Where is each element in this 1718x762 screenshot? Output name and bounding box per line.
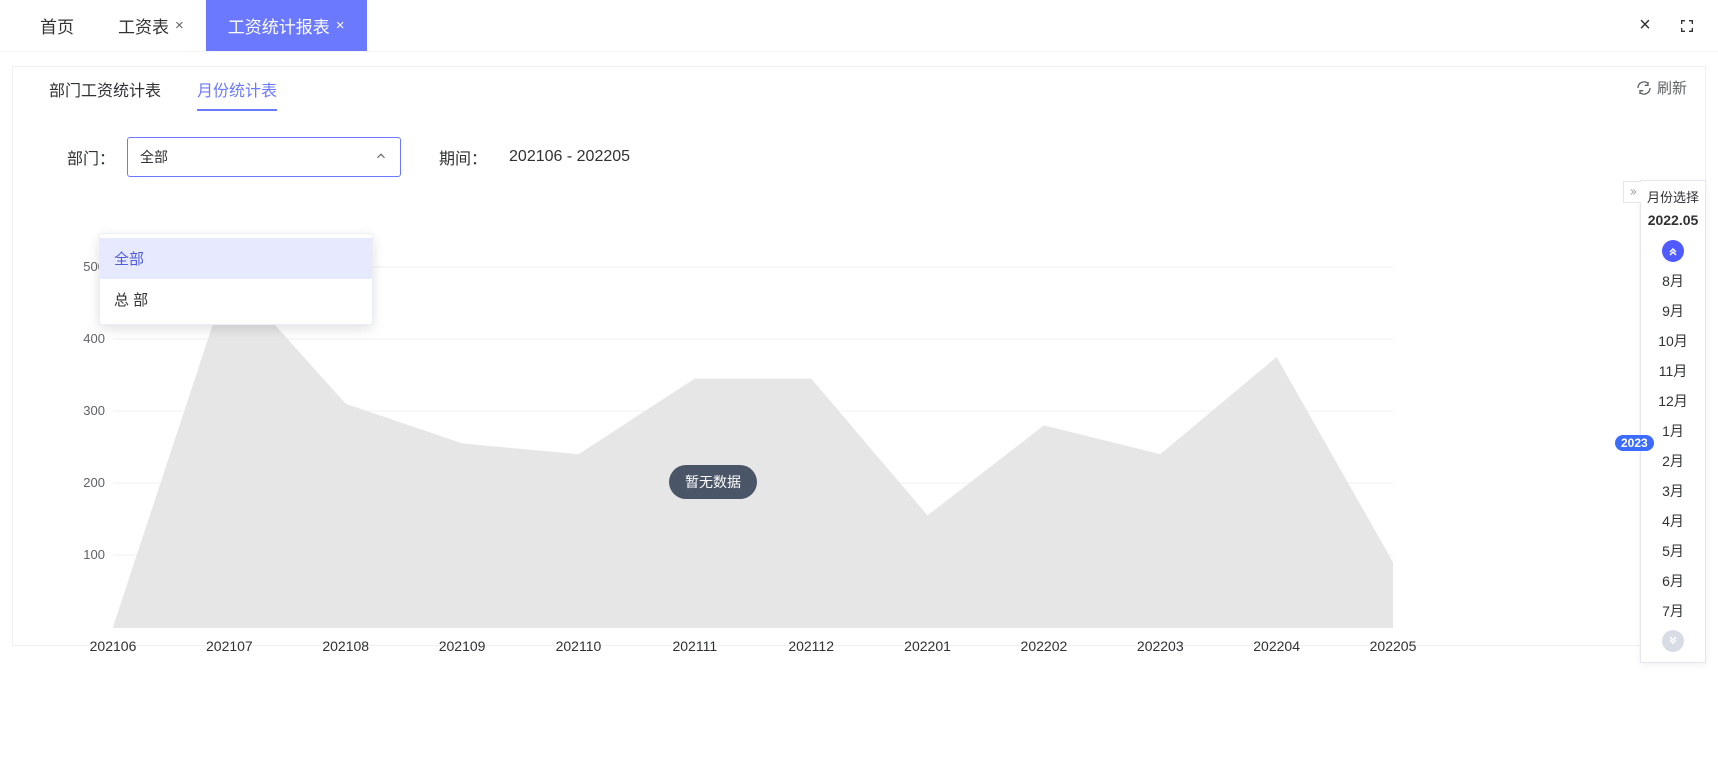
month-option[interactable]: 4月 bbox=[1641, 506, 1705, 536]
month-scroll-up-button[interactable] bbox=[1662, 240, 1684, 262]
svg-text:202106: 202106 bbox=[90, 638, 137, 654]
option-label: 总 部 bbox=[114, 292, 148, 309]
chevron-up-icon bbox=[374, 149, 388, 166]
month-option[interactable]: 5月 bbox=[1641, 536, 1705, 566]
refresh-label: 刷新 bbox=[1657, 77, 1687, 98]
tab-wage-stats-report[interactable]: 工资统计报表 × bbox=[206, 0, 367, 51]
subtab-dept-wage-stats[interactable]: 部门工资统计表 bbox=[31, 67, 179, 111]
dept-filter-label: 部门： bbox=[67, 145, 115, 169]
fullscreen-button[interactable] bbox=[1670, 9, 1704, 43]
period-filter-label: 期间： bbox=[439, 145, 487, 169]
month-option[interactable]: 11月 bbox=[1641, 356, 1705, 386]
subtab-month-stats[interactable]: 月份统计表 bbox=[179, 67, 295, 111]
month-option[interactable]: 6月 bbox=[1641, 566, 1705, 596]
month-picker-panel: 月份选择 2022.05 8月9月10月11月12月1月2月3月4月5月6月7月… bbox=[1640, 180, 1706, 663]
sub-tabbar: 部门工资统计表 月份统计表 刷新 bbox=[13, 67, 1705, 111]
tab-home[interactable]: 首页 bbox=[18, 0, 96, 51]
year-marker-badge: 2023 bbox=[1615, 435, 1654, 451]
month-panel-current: 2022.05 bbox=[1648, 212, 1699, 228]
svg-text:202109: 202109 bbox=[439, 638, 486, 654]
tab-wage-sheet[interactable]: 工资表 × bbox=[96, 0, 206, 51]
panel-collapse-handle[interactable] bbox=[1623, 181, 1641, 203]
tab-label: 工资统计报表 bbox=[228, 13, 330, 38]
dept-option-hq[interactable]: 总 部 bbox=[100, 279, 372, 320]
svg-text:200: 200 bbox=[83, 475, 105, 490]
svg-text:202112: 202112 bbox=[788, 638, 834, 654]
svg-text:202108: 202108 bbox=[322, 638, 369, 654]
close-icon[interactable]: × bbox=[336, 17, 345, 34]
month-option[interactable]: 3月 bbox=[1641, 476, 1705, 506]
top-tabbar: 首页 工资表 × 工资统计报表 × × bbox=[0, 0, 1718, 52]
subtab-label: 部门工资统计表 bbox=[49, 83, 161, 100]
month-option[interactable]: 7月 bbox=[1641, 596, 1705, 626]
refresh-button[interactable]: 刷新 bbox=[1636, 77, 1687, 98]
option-label: 全部 bbox=[114, 251, 144, 268]
tab-label: 首页 bbox=[40, 13, 74, 38]
no-data-badge: 暂无数据 bbox=[669, 465, 757, 499]
svg-text:202201: 202201 bbox=[904, 638, 951, 654]
svg-text:202202: 202202 bbox=[1021, 638, 1068, 654]
month-option[interactable]: 2月 bbox=[1641, 446, 1705, 476]
filter-row: 部门： 全部 期间： 202106 - 202205 bbox=[13, 111, 1705, 187]
period-filter-value: 202106 - 202205 bbox=[509, 148, 630, 166]
close-icon[interactable]: × bbox=[175, 17, 184, 34]
svg-text:202107: 202107 bbox=[206, 638, 253, 654]
report-sheet: 部门工资统计表 月份统计表 刷新 部门： 全部 期间： bbox=[12, 66, 1706, 646]
month-scroll-down-button[interactable] bbox=[1662, 630, 1684, 652]
svg-text:300: 300 bbox=[83, 403, 105, 418]
month-panel-title: 月份选择 bbox=[1647, 187, 1699, 206]
refresh-icon bbox=[1636, 80, 1652, 96]
svg-text:202203: 202203 bbox=[1137, 638, 1184, 654]
month-option[interactable]: 9月 bbox=[1641, 296, 1705, 326]
page-body: 部门工资统计表 月份统计表 刷新 部门： 全部 期间： bbox=[0, 52, 1718, 762]
dept-select-value: 全部 bbox=[140, 147, 168, 167]
chevrons-up-icon bbox=[1667, 245, 1679, 257]
svg-text:202205: 202205 bbox=[1370, 638, 1417, 654]
chevrons-right-icon bbox=[1628, 187, 1638, 197]
svg-text:202110: 202110 bbox=[556, 638, 602, 654]
month-option[interactable]: 12月 bbox=[1641, 386, 1705, 416]
svg-text:202204: 202204 bbox=[1253, 638, 1300, 654]
topbar-right-icons: × bbox=[1620, 0, 1704, 51]
svg-text:202111: 202111 bbox=[672, 638, 717, 654]
dept-select-dropdown: 全部 总 部 bbox=[99, 233, 373, 325]
close-all-button[interactable]: × bbox=[1628, 9, 1662, 43]
svg-text:100: 100 bbox=[83, 547, 105, 562]
dept-select[interactable]: 全部 bbox=[127, 137, 401, 177]
month-option[interactable]: 10月 bbox=[1641, 326, 1705, 356]
month-option[interactable]: 8月 bbox=[1641, 266, 1705, 296]
svg-text:400: 400 bbox=[83, 331, 105, 346]
tab-label: 工资表 bbox=[118, 13, 169, 38]
chevrons-down-icon bbox=[1667, 635, 1679, 647]
dept-option-all[interactable]: 全部 bbox=[100, 238, 372, 279]
subtab-label: 月份统计表 bbox=[197, 83, 277, 100]
